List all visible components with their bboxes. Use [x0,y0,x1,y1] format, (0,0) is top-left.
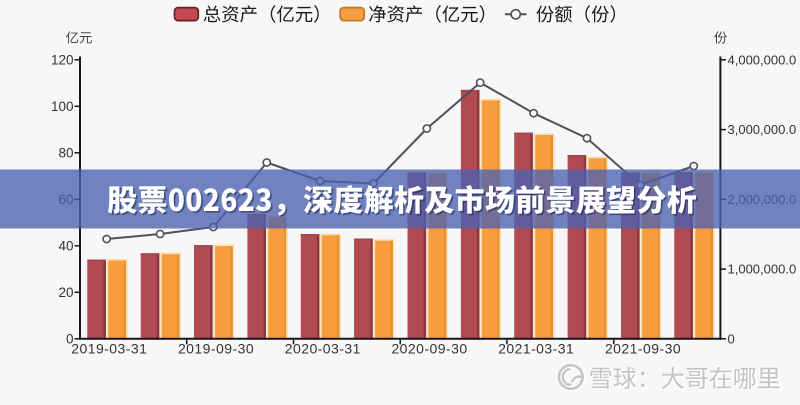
svg-text:2019-03-31: 2019-03-31 [71,341,147,357]
svg-text:2020-03-31: 2020-03-31 [285,341,361,357]
svg-text:2020-09-30: 2020-09-30 [391,341,467,357]
svg-text:0: 0 [728,331,735,346]
svg-text:1,000,000.0: 1,000,000.0 [728,262,797,277]
svg-text:3,000,000.0: 3,000,000.0 [728,122,797,137]
svg-text:20: 20 [58,285,73,300]
svg-text:40: 40 [58,239,73,254]
svg-text:2021-03-31: 2021-03-31 [498,341,574,357]
svg-text:100: 100 [51,99,74,114]
svg-text:120: 120 [51,53,74,68]
svg-text:80: 80 [58,146,73,161]
svg-text:4,000,000.0: 4,000,000.0 [728,52,797,67]
svg-text:0: 0 [66,332,74,347]
svg-text:2019-09-30: 2019-09-30 [178,341,254,357]
svg-text:2021-09-30: 2021-09-30 [605,341,681,357]
